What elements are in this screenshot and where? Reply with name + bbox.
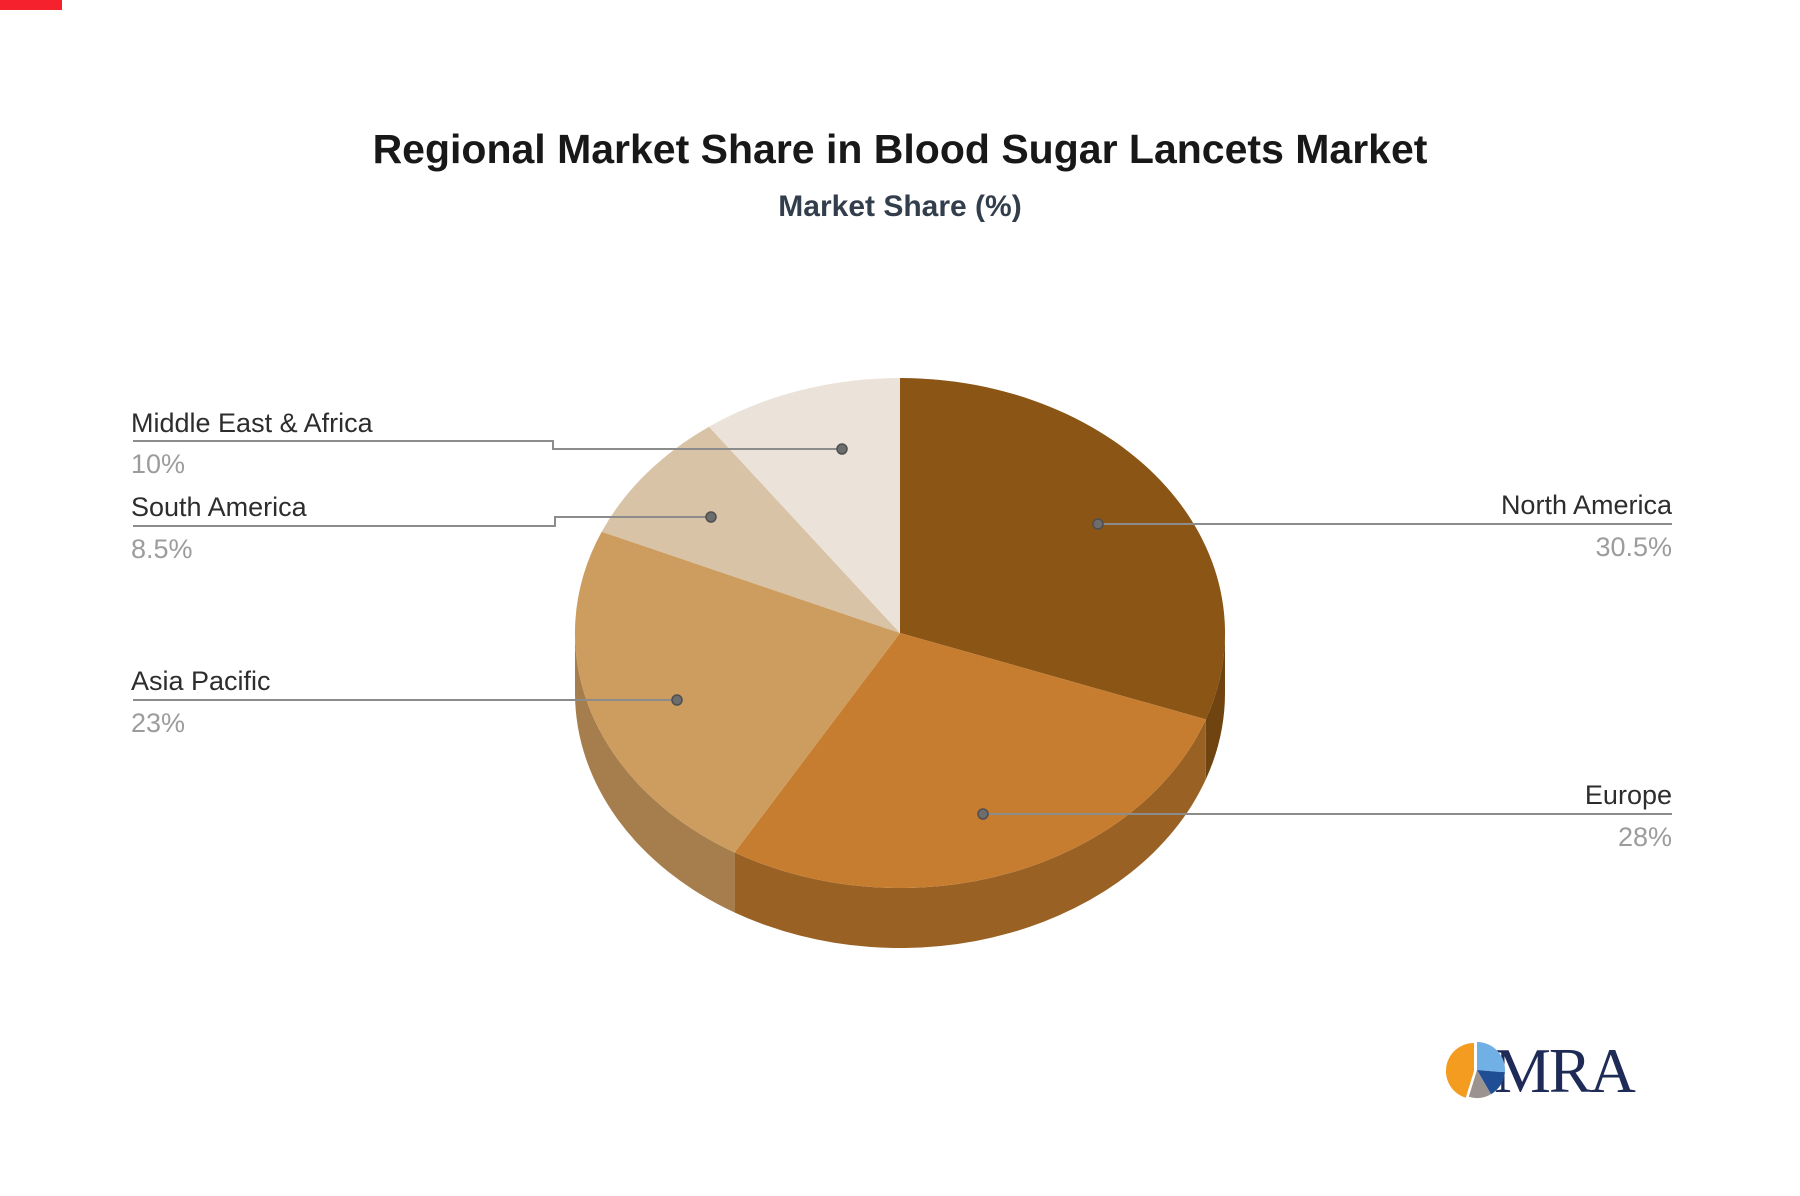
- value-europe: 28%: [1617, 822, 1672, 852]
- connector-dot-middle-east-africa: [836, 443, 848, 455]
- logo-slice-gray: [1468, 1070, 1491, 1099]
- label-south-america: South America: [131, 492, 307, 522]
- logo-slice-lightblue: [1477, 1042, 1506, 1073]
- pie-slice-south-america[interactable]: [601, 426, 900, 633]
- pie-slice-europe[interactable]: [734, 633, 1206, 889]
- brand-logo: MRA: [1445, 1035, 1638, 1106]
- label-north-america: North America: [1500, 490, 1672, 520]
- screen-edge-artifact: [0, 0, 62, 10]
- connector-dot-asia-pacific: [671, 694, 683, 706]
- chart-title: Regional Market Share in Blood Sugar Lan…: [372, 126, 1428, 172]
- pie-side-asia-pacific: [575, 633, 735, 913]
- value-asia-pacific: 23%: [131, 708, 186, 738]
- pie-side-europe: [734, 719, 1206, 949]
- label-connector-lines: [133, 440, 1672, 820]
- pie-slice-asia-pacific[interactable]: [574, 531, 900, 853]
- pie-slice-north-america[interactable]: [900, 378, 1226, 720]
- connector-dot-south-america: [705, 511, 717, 523]
- logo-text: MRA: [1494, 1035, 1636, 1106]
- value-middle-east-africa: 10%: [131, 449, 186, 479]
- pie-side-north-america: [1205, 633, 1225, 780]
- logo-slice-orange: [1445, 1042, 1474, 1098]
- connector-south-america: [133, 516, 711, 527]
- pie-3d-side-walls: [575, 633, 1225, 949]
- value-north-america: 30.5%: [1595, 532, 1672, 562]
- label-europe: Europe: [1584, 780, 1672, 810]
- connector-dot-europe: [977, 808, 989, 820]
- pie-slices: [574, 378, 1226, 889]
- logo-slice-navy: [1477, 1070, 1505, 1095]
- connector-middle-east-africa: [133, 440, 842, 450]
- label-asia-pacific: Asia Pacific: [131, 666, 271, 696]
- value-south-america: 8.5%: [131, 534, 193, 564]
- chart-subtitle: Market Share (%): [778, 190, 1022, 223]
- pie-slice-middle-east-africa[interactable]: [709, 378, 900, 633]
- label-middle-east-africa: Middle East & Africa: [131, 408, 373, 438]
- connector-dot-north-america: [1092, 518, 1104, 530]
